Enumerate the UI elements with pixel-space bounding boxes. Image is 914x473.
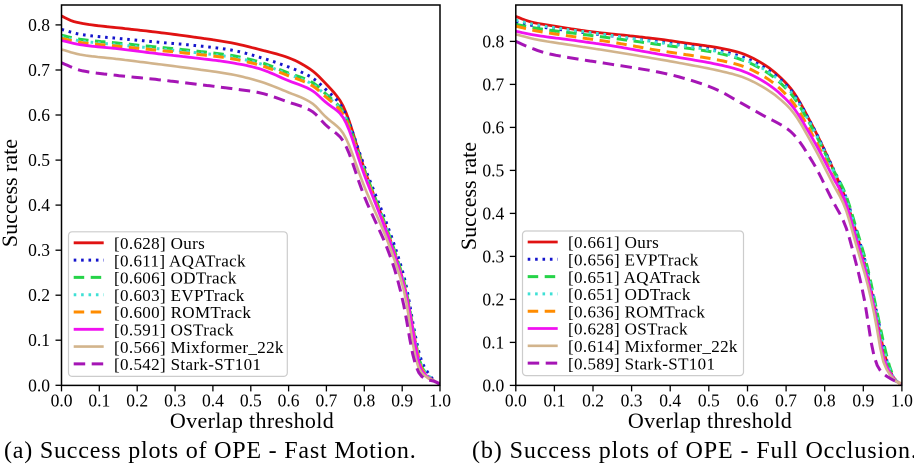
svg-text:[0.614] Mixformer_22k: [0.614] Mixformer_22k (568, 337, 738, 356)
svg-text:0.7: 0.7 (775, 391, 797, 411)
svg-text:0.9: 0.9 (391, 391, 413, 411)
svg-text:[0.636] ROMTrack: [0.636] ROMTrack (568, 302, 705, 321)
svg-text:0.3: 0.3 (28, 240, 50, 260)
svg-text:0.4: 0.4 (482, 203, 504, 223)
svg-text:0.1: 0.1 (88, 391, 110, 411)
svg-text:Overlap threshold: Overlap threshold (628, 408, 792, 433)
svg-text:0.8: 0.8 (814, 391, 836, 411)
svg-text:0.4: 0.4 (202, 391, 224, 411)
svg-text:0.8: 0.8 (482, 31, 504, 51)
svg-text:0.7: 0.7 (482, 74, 504, 94)
svg-text:0.0: 0.0 (51, 391, 73, 411)
svg-text:0.5: 0.5 (240, 391, 262, 411)
svg-text:[0.628] OSTrack: [0.628] OSTrack (568, 320, 688, 339)
svg-text:(a) Success plots of OPE - Fas: (a) Success plots of OPE - Fast Motion. (4, 438, 417, 464)
svg-text:0.6: 0.6 (482, 117, 504, 137)
svg-text:0.2: 0.2 (482, 289, 504, 309)
svg-text:Overlap threshold: Overlap threshold (170, 408, 334, 433)
svg-text:[0.656] EVPTrack: [0.656] EVPTrack (568, 251, 699, 270)
svg-text:0.5: 0.5 (28, 150, 50, 170)
svg-text:0.3: 0.3 (482, 246, 504, 266)
svg-text:[0.603] EVPTrack: [0.603] EVPTrack (114, 286, 245, 305)
svg-text:0.8: 0.8 (28, 15, 50, 35)
svg-text:0.5: 0.5 (698, 391, 720, 411)
svg-text:0.1: 0.1 (28, 330, 50, 350)
svg-text:Success rate: Success rate (0, 139, 22, 247)
svg-text:[0.606] ODTrack: [0.606] ODTrack (114, 269, 237, 288)
svg-text:[0.651] ODTrack: [0.651] ODTrack (568, 285, 691, 304)
svg-text:0.2: 0.2 (582, 391, 604, 411)
svg-text:0.5: 0.5 (482, 160, 504, 180)
svg-text:0.0: 0.0 (505, 391, 527, 411)
svg-text:0.3: 0.3 (621, 391, 643, 411)
svg-text:[0.591] OSTrack: [0.591] OSTrack (114, 321, 234, 340)
svg-text:[0.589] Stark-ST101: [0.589] Stark-ST101 (568, 354, 715, 373)
svg-text:0.1: 0.1 (482, 332, 504, 352)
svg-text:0.4: 0.4 (28, 195, 50, 215)
svg-text:0.0: 0.0 (28, 375, 50, 395)
svg-text:[0.661] Ours: [0.661] Ours (568, 233, 659, 252)
svg-text:0.7: 0.7 (315, 391, 337, 411)
svg-text:0.2: 0.2 (28, 285, 50, 305)
svg-text:[0.628] Ours: [0.628] Ours (114, 234, 205, 253)
svg-text:0.2: 0.2 (126, 391, 148, 411)
svg-text:(b) Success plots of OPE - Ful: (b) Success plots of OPE - Full Occlusio… (472, 438, 914, 464)
svg-text:0.6: 0.6 (28, 105, 50, 125)
svg-text:[0.611] AQATrack: [0.611] AQATrack (114, 251, 246, 270)
svg-text:0.8: 0.8 (353, 391, 375, 411)
svg-text:0.7: 0.7 (28, 60, 50, 80)
svg-text:[0.600] ROMTrack: [0.600] ROMTrack (114, 303, 251, 322)
svg-text:0.4: 0.4 (659, 391, 681, 411)
svg-text:0.9: 0.9 (852, 391, 874, 411)
svg-text:0.1: 0.1 (543, 391, 565, 411)
svg-text:0.3: 0.3 (164, 391, 186, 411)
svg-text:0.6: 0.6 (737, 391, 759, 411)
svg-text:Success rate: Success rate (456, 142, 481, 250)
svg-text:1.0: 1.0 (429, 391, 451, 411)
svg-text:[0.566] Mixformer_22k: [0.566] Mixformer_22k (114, 338, 284, 357)
svg-text:0.0: 0.0 (482, 375, 504, 395)
svg-text:[0.542] Stark-ST101: [0.542] Stark-ST101 (114, 355, 261, 374)
svg-text:[0.651] AQATrack: [0.651] AQATrack (568, 268, 701, 287)
svg-text:0.6: 0.6 (278, 391, 300, 411)
svg-text:1.0: 1.0 (891, 391, 913, 411)
